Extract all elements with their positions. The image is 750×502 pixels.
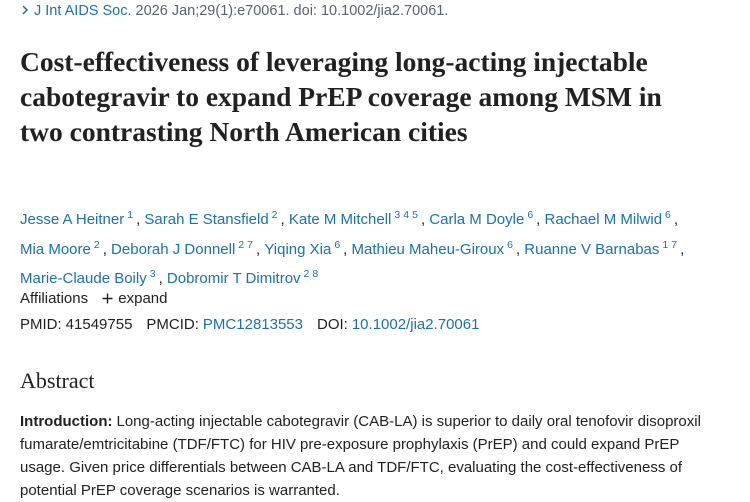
identifier: PMID: 41549755 [20,316,132,333]
identifier-label: PMID: [20,316,62,333]
affiliation-ref[interactable]: 8 [312,268,319,280]
author-name[interactable]: Yiqing Xia [264,240,332,258]
affiliation-ref[interactable]: 1 [127,209,134,221]
affiliation-ref[interactable]: 2 [238,238,245,251]
author-name[interactable]: Deborah J Donnell [111,240,236,258]
author-name[interactable]: Sarah E Stansfield [144,211,269,228]
affiliation-refs: 3 [150,268,159,280]
author: Mathieu Maheu-Giroux 6 [351,239,525,258]
expand-toggle[interactable]: expand [102,290,167,307]
affiliation-refs: 6 [507,239,516,251]
affiliation-ref[interactable]: 2 [271,209,278,221]
author: Deborah J Donnell 2 7 [111,239,264,258]
author-name[interactable]: Marie-Claude Boily [20,270,147,287]
identifiers: PMID: 41549755 PMCID: PMC12813553 DOI: 10.100… [20,316,493,333]
affiliation-ref[interactable]: 6 [527,209,534,221]
chevron-icon [22,5,29,15]
author: Ruanne V Barnabas 1 7 [524,239,684,258]
affiliations: Affiliations expand [20,290,167,307]
abstract-heading: Abstract [20,368,95,393]
author: Kate M Mitchell 3 4 5 [288,209,429,228]
article-title: Cost-effectiveness of leveraging long-ac… [20,46,662,147]
author: Marie-Claude Boily 3 [20,268,167,287]
author-name[interactable]: Mia Moore [20,240,91,258]
plus-icon [102,293,113,304]
author-name[interactable]: Jesse A Heitner [20,211,125,228]
identifier-value: 41549755 [65,316,133,333]
abstract-body: Introduction: Long-acting injectable cabo… [20,410,710,502]
affiliation-ref[interactable]: 6 [507,238,513,251]
affiliation-refs: 2 [94,239,103,251]
affiliation-ref[interactable]: 6 [665,209,671,221]
affiliation-refs: 6 [665,209,674,221]
affiliation-refs: 6 [527,209,536,221]
affiliation-ref[interactable]: 5 [412,209,418,221]
affiliation-ref[interactable]: 3 [149,268,156,280]
affiliation-ref[interactable]: 7 [671,238,678,251]
section-label: Introduction: [20,413,113,430]
citation: J Int AIDS Soc. 2026 Jan;29(1):e70061. d… [20,3,448,19]
affiliation-refs: 6 [334,239,343,251]
affiliation-ref[interactable]: 4 [403,209,410,221]
affiliation-ref[interactable]: 7 [247,238,253,251]
section-text: Long-acting injectable cabotegravir (CAB… [20,413,701,499]
affiliation-refs: 2 [272,209,281,221]
author-name[interactable]: Carla M Doyle [429,211,525,228]
identifier: DOI: 10.1002/jia2.70061 [317,316,479,333]
author-name[interactable]: Kate M Mitchell [288,211,392,228]
author-name[interactable]: Mathieu Maheu-Giroux [351,240,505,258]
author-name[interactable]: Ruanne V Barnabas [524,240,660,258]
identifier-label: PMCID: [146,316,199,333]
journal-link[interactable]: J Int AIDS Soc. [34,3,132,19]
author: Sarah E Stansfield 2 [144,209,288,228]
identifier-value[interactable]: 10.1002/jia2.70061 [351,316,480,333]
affiliation-ref[interactable]: 3 [394,209,401,221]
author: Jesse A Heitner 1 [20,209,144,228]
affiliation-refs: 1 [127,209,136,221]
author-name[interactable]: Dobromir T Dimitrov [166,270,301,287]
citation-details: 2026 Jan;29(1):e70061. doi: 10.1002/jia2… [135,3,449,19]
affiliation-ref[interactable]: 1 [662,238,669,251]
identifier-label: DOI: [317,316,348,333]
author: Yiqing Xia 6 [264,239,351,258]
affiliation-ref[interactable]: 2 [303,268,310,280]
affiliation-ref[interactable]: 2 [93,238,100,251]
identifier: PMCID: PMC12813553 [146,316,303,333]
author: Carla M Doyle 6 [429,209,544,228]
affiliations-label: Affiliations [20,290,89,307]
affiliation-ref[interactable]: 6 [334,238,341,251]
expand-label: expand [118,290,168,307]
author: Mia Moore 2 [20,239,111,258]
author: Dobromir T Dimitrov 2 8 [166,268,322,287]
author-name[interactable]: Rachael M Milwid [544,211,663,228]
identifier-value[interactable]: PMC12813553 [202,316,303,333]
author: Rachael M Milwid 6 [544,209,679,228]
